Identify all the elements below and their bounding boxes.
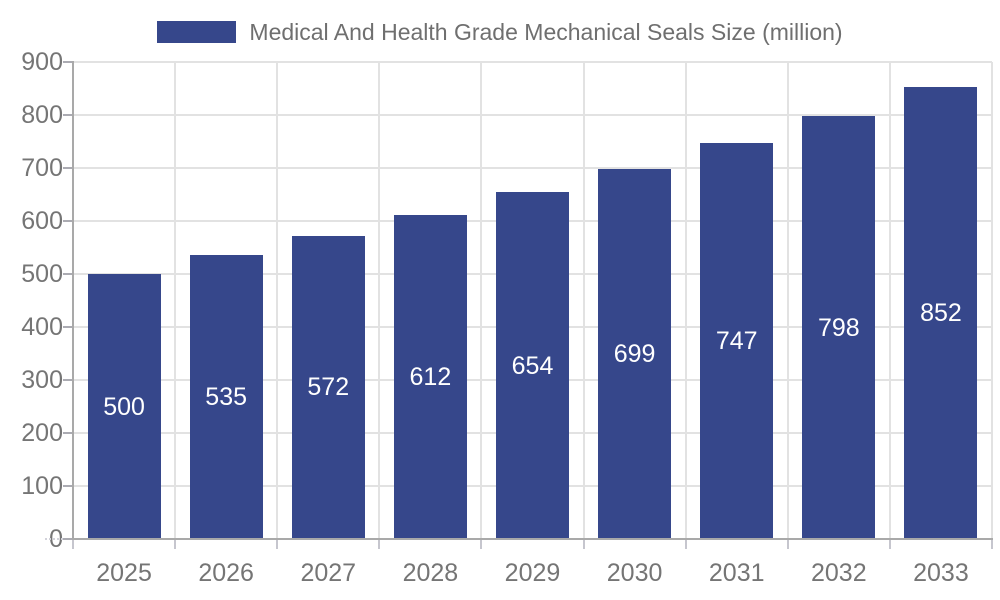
bar-2025[interactable] [87,274,161,539]
v-gridline [378,62,381,539]
v-gridline [480,62,483,539]
bar-value-label: 535 [205,383,248,412]
x-axis-tick [480,540,483,549]
v-gridline [174,62,177,539]
v-gridline [276,62,279,539]
x-axis-label: 2029 [504,559,561,587]
y-axis-tick [63,114,72,116]
y-axis-label: 300 [21,366,63,394]
y-axis-tick [63,220,72,222]
x-axis-tick [72,540,74,549]
x-axis-tick [276,540,279,549]
y-axis-label: 100 [21,472,63,500]
y-axis-tick [63,61,72,63]
x-axis-label: 2030 [606,559,663,587]
bar-value-label: 654 [511,351,554,380]
x-axis-label: 2025 [96,559,152,587]
v-gridline [991,62,993,539]
y-axis-tick [63,326,72,328]
y-axis-label: 900 [21,48,63,76]
y-axis-label: 700 [21,154,63,182]
x-axis-tick [684,540,687,549]
x-axis-label: 2027 [300,559,357,587]
bar-value-label: 612 [409,362,452,391]
y-axis-tick [63,379,72,381]
x-axis-tick [786,540,789,549]
bar-value-label: 500 [103,392,145,421]
bar-2028[interactable] [393,214,467,539]
y-axis-label: 400 [21,313,63,341]
y-axis-tick [63,485,72,487]
bar-2029[interactable] [496,192,569,539]
bar-2032[interactable] [802,116,876,539]
bar-value-label: 852 [920,299,962,328]
x-axis-label: 2032 [811,559,867,587]
x-axis-line [72,538,993,540]
bar-value-label: 798 [817,313,860,342]
h-gridline [73,114,992,116]
y-axis-tick [63,273,72,275]
y-axis-tick [63,432,72,434]
x-axis-tick [991,540,993,549]
bar-2030[interactable] [598,168,672,539]
bar-2026[interactable] [189,255,263,539]
x-axis-label: 2026 [198,559,254,587]
y-axis-label: 200 [21,419,63,447]
bar-2033[interactable] [904,87,978,539]
chart-legend[interactable]: Medical And Health Grade Mechanical Seal… [0,10,1000,54]
x-axis-label: 2031 [708,559,765,587]
y-axis-label: 600 [21,207,63,235]
y-axis-line [72,61,74,540]
y-axis-tick [63,538,72,540]
bar-value-label: 747 [715,327,758,356]
bar-2027[interactable] [291,235,365,539]
zero-tick-leader [45,538,63,540]
x-axis-tick [174,540,177,549]
v-gridline [888,62,891,539]
bar-2031[interactable] [700,143,774,539]
bar-value-label: 572 [307,373,350,402]
bar-value-label: 699 [613,339,656,368]
y-axis-tick [63,167,72,169]
h-gridline [73,61,992,63]
v-gridline [684,62,687,539]
legend-label: Medical And Health Grade Mechanical Seal… [249,18,843,45]
legend-swatch [157,21,237,43]
y-axis-label: 800 [21,101,63,129]
x-axis-tick [378,540,381,549]
v-gridline [786,62,789,539]
x-axis-label: 2033 [913,559,969,587]
v-gridline [582,62,585,539]
x-axis-tick [888,540,891,549]
h-gridline [73,167,992,169]
x-axis-label: 2028 [402,559,459,587]
y-axis-label: 500 [21,260,63,288]
x-axis-tick [582,540,585,549]
